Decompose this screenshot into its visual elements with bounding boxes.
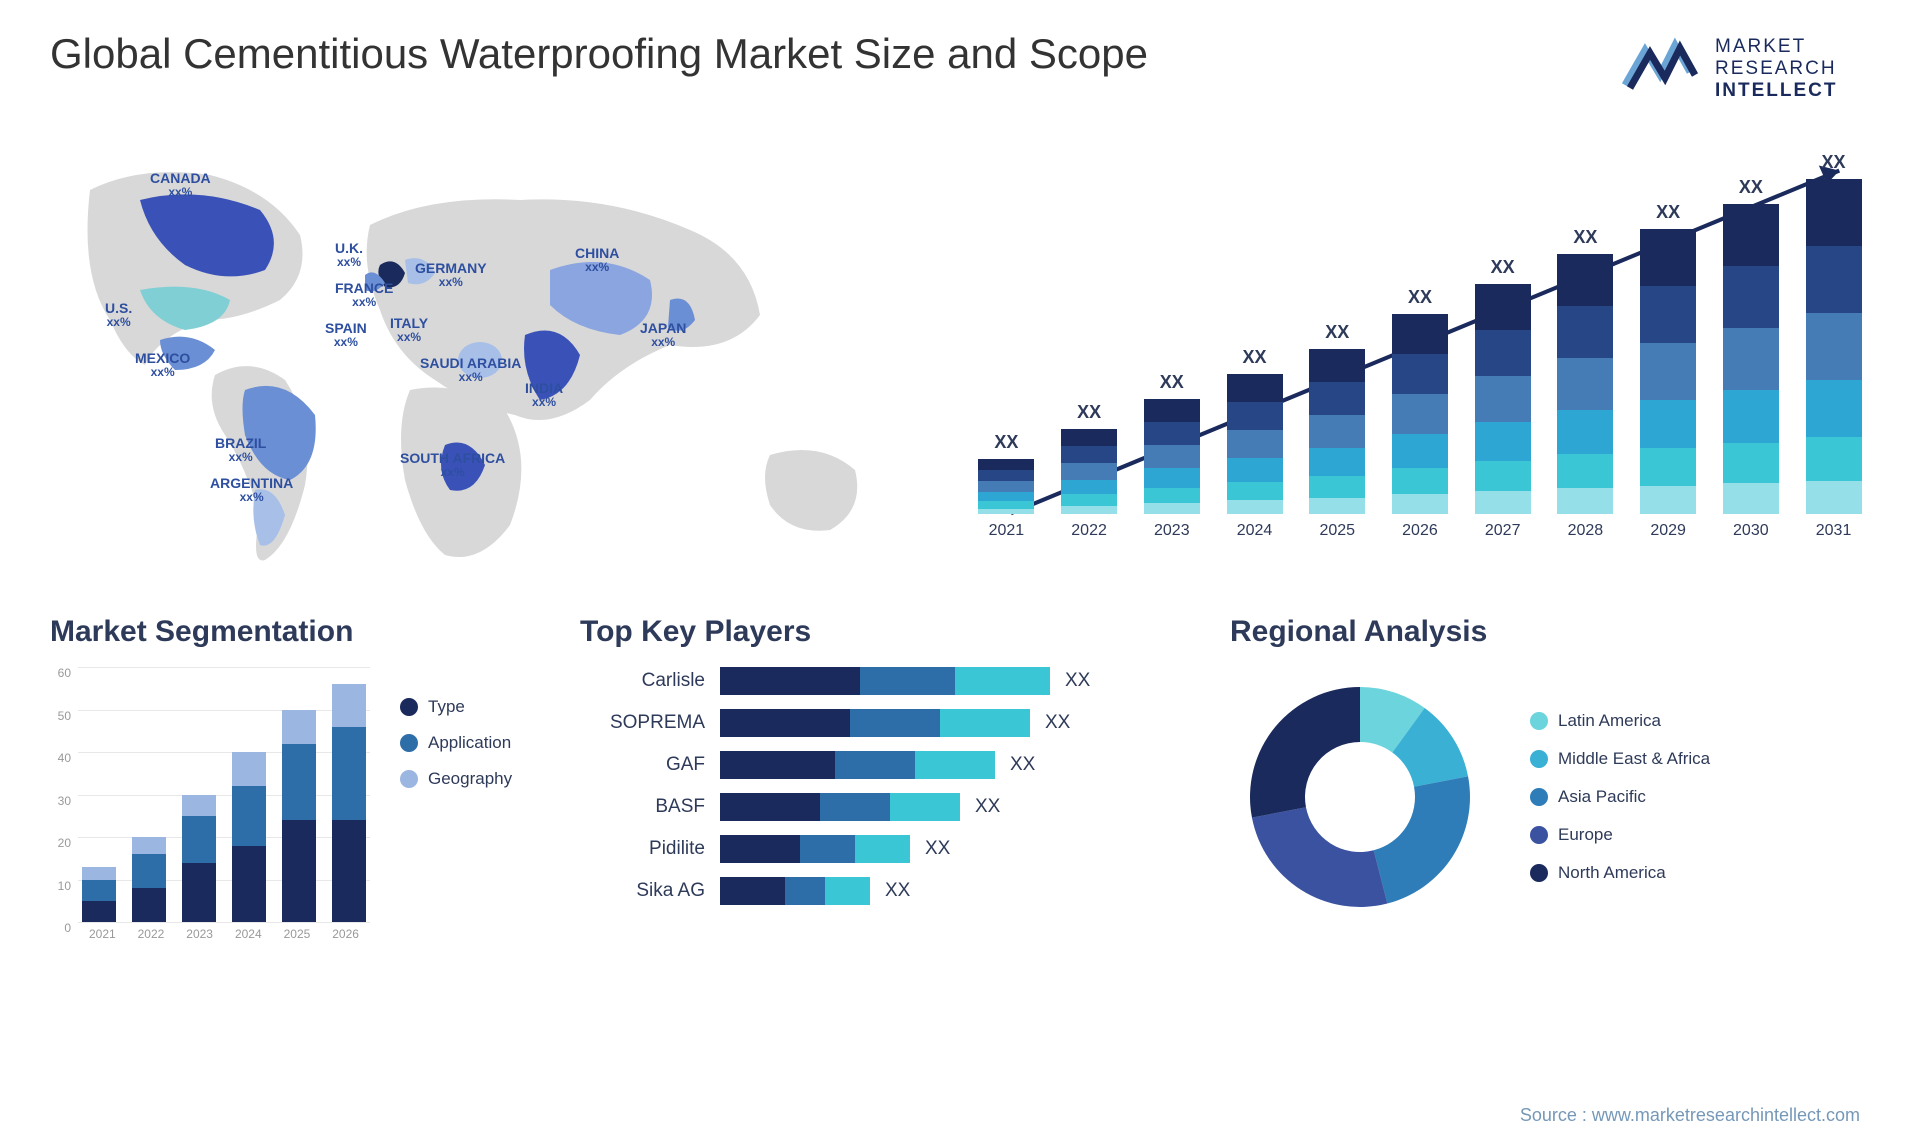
segmentation-panel: Market Segmentation 0102030405060 202120… (50, 615, 550, 947)
map-label-mexico: MEXICOxx% (135, 350, 190, 380)
growth-bar-2031: XX2031 (1806, 152, 1862, 540)
growth-bar-2029: XX2029 (1640, 202, 1696, 540)
seg-bar-2025 (282, 710, 316, 923)
seg-bar-2022 (132, 837, 166, 922)
world-map-panel: CANADAxx% U.S.xx%MEXICOxx% BRAZILxx% ARGENT… (50, 145, 930, 575)
growth-bar-2027: XX2027 (1475, 257, 1531, 540)
player-row-pidilite: PidiliteXX (580, 835, 1200, 863)
map-label-canada: CANADAxx% (150, 170, 211, 200)
region-legend-latin-america: Latin America (1530, 711, 1710, 731)
seg-bar-2023 (182, 795, 216, 923)
segmentation-legend: Type Application Geography (400, 667, 512, 947)
map-label-u-s-: U.S.xx% (105, 300, 132, 330)
growth-bar-2023: XX2023 (1144, 372, 1200, 540)
map-label-germany: GERMANYxx% (415, 260, 487, 290)
map-label-brazil: BRAZILxx% (215, 435, 266, 465)
regional-title: Regional Analysis (1230, 615, 1870, 649)
map-label-india: INDIAxx% (525, 380, 563, 410)
regional-legend: Latin America Middle East & Africa Asia Pa… (1530, 711, 1710, 883)
key-players-title: Top Key Players (580, 615, 1200, 649)
player-row-basf: BASFXX (580, 793, 1200, 821)
donut-slice-asia-pacific (1374, 776, 1470, 903)
donut-slice-north-america (1250, 687, 1360, 818)
source-attribution: Source : www.marketresearchintellect.com (1520, 1105, 1860, 1126)
segmentation-chart: 0102030405060 202120222023202420252026 (50, 667, 370, 947)
map-label-u-k-: U.K.xx% (335, 240, 363, 270)
growth-bar-2028: XX2028 (1557, 227, 1613, 540)
growth-stacked-chart: XX2021 XX2022 XX2023 XX2024 XX2025 XX2026 XX20… (970, 145, 1870, 575)
player-row-carlisle: CarlisleXX (580, 667, 1200, 695)
growth-bar-2022: XX2022 (1061, 402, 1117, 540)
map-label-saudi-arabia: SAUDI ARABIAxx% (420, 355, 521, 385)
growth-bar-2030: XX2030 (1723, 177, 1779, 540)
map-label-france: FRANCExx% (335, 280, 393, 310)
growth-bar-2025: XX2025 (1309, 322, 1365, 540)
player-row-soprema: SOPREMAXX (580, 709, 1200, 737)
seg-bar-2024 (232, 752, 266, 922)
logo-mark (1625, 45, 1695, 88)
map-label-south-africa: SOUTH AFRICAxx% (400, 450, 505, 480)
growth-bar-2021: XX2021 (978, 432, 1034, 540)
logo-text-1: MARKET (1715, 36, 1806, 57)
player-row-gaf: GAFXX (580, 751, 1200, 779)
seg-bar-2026 (332, 684, 366, 922)
growth-bar-2024: XX2024 (1227, 347, 1283, 540)
key-players-panel: Top Key Players CarlisleXX SOPREMAXX GAFXX… (580, 615, 1200, 947)
logo: MARKET RESEARCH INTELLECT (1620, 30, 1870, 115)
region-legend-north-america: North America (1530, 863, 1710, 883)
seg-legend-type: Type (400, 697, 512, 717)
regional-donut (1230, 667, 1490, 927)
region-legend-europe: Europe (1530, 825, 1710, 845)
logo-text-3: INTELLECT (1715, 80, 1838, 101)
map-label-china: CHINAxx% (575, 245, 619, 275)
region-legend-middle-east-africa: Middle East & Africa (1530, 749, 1710, 769)
region-legend-asia-pacific: Asia Pacific (1530, 787, 1710, 807)
seg-bar-2021 (82, 867, 116, 922)
segmentation-title: Market Segmentation (50, 615, 550, 649)
map-label-japan: JAPANxx% (640, 320, 686, 350)
logo-text-2: RESEARCH (1715, 58, 1837, 79)
seg-legend-application: Application (400, 733, 512, 753)
growth-bar-2026: XX2026 (1392, 287, 1448, 540)
page-title: Global Cementitious Waterproofing Market… (50, 30, 1148, 78)
map-label-spain: SPAINxx% (325, 320, 367, 350)
donut-slice-europe (1252, 807, 1387, 907)
map-label-argentina: ARGENTINAxx% (210, 475, 293, 505)
seg-legend-geography: Geography (400, 769, 512, 789)
regional-panel: Regional Analysis Latin America Middle Ea… (1230, 615, 1870, 947)
player-row-sika-ag: Sika AGXX (580, 877, 1200, 905)
map-label-italy: ITALYxx% (390, 315, 428, 345)
